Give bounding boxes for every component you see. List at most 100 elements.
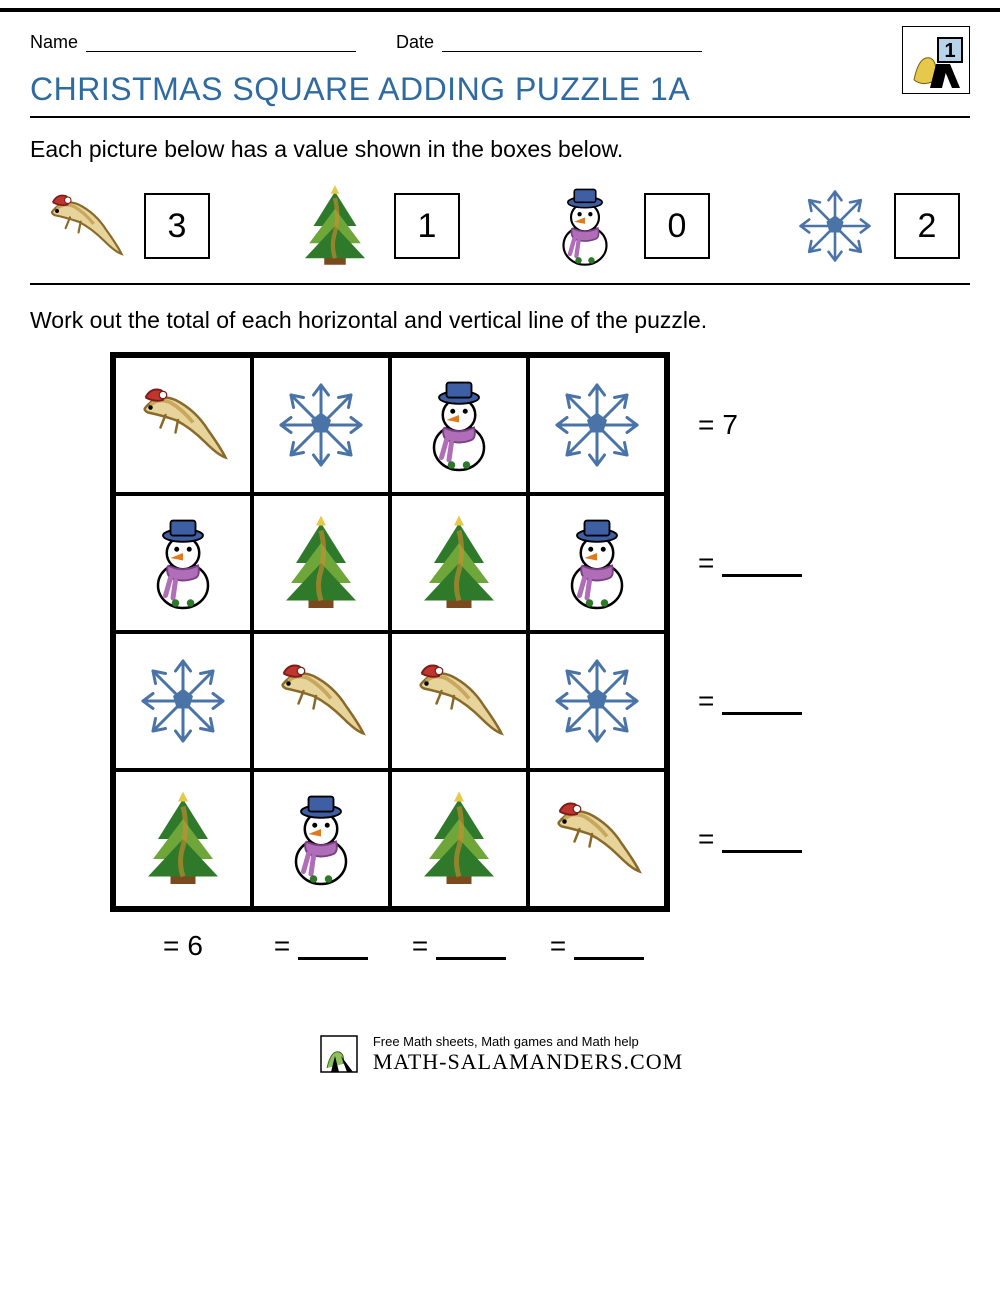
worksheet-page: Name Date 1 CHRISTMAS SQUARE ADDING PUZZ… bbox=[0, 12, 1000, 1096]
legend-value-box: 0 bbox=[644, 193, 710, 259]
grid-cell bbox=[390, 770, 528, 908]
col-answer: = bbox=[390, 930, 528, 962]
col-answer: = bbox=[252, 930, 390, 962]
row-answer: = bbox=[670, 494, 802, 632]
puzzle-area: = 7= = = = 6= = = bbox=[110, 352, 970, 962]
header-row: Name Date 1 bbox=[30, 32, 970, 53]
legend-icon-wrap bbox=[790, 181, 880, 271]
grid-cell bbox=[252, 632, 390, 770]
grid-cell bbox=[114, 770, 252, 908]
row-answer-blank[interactable] bbox=[722, 687, 802, 715]
grade-number: 1 bbox=[944, 40, 955, 62]
tree-icon bbox=[292, 183, 378, 269]
grid-cell bbox=[252, 494, 390, 632]
salamander-icon bbox=[409, 651, 509, 751]
instruction-1: Each picture below has a value shown in … bbox=[30, 136, 970, 163]
row-answer-value: 7 bbox=[722, 409, 738, 441]
date-label: Date bbox=[396, 32, 434, 53]
row-answer-blank[interactable] bbox=[722, 825, 802, 853]
salamander-icon bbox=[133, 375, 233, 475]
equals-sign: = bbox=[698, 409, 714, 441]
salamander-icon bbox=[547, 789, 647, 889]
grade-badge: 1 bbox=[902, 26, 970, 94]
page-title: CHRISTMAS SQUARE ADDING PUZZLE 1A bbox=[30, 71, 970, 108]
tree-icon bbox=[133, 789, 233, 889]
grid-cell bbox=[528, 356, 666, 494]
legend-rule bbox=[30, 283, 970, 285]
row-answer: = bbox=[670, 632, 802, 770]
col-answer: = bbox=[528, 930, 666, 962]
grid-cell bbox=[390, 494, 528, 632]
legend-item: 3 bbox=[40, 181, 210, 271]
legend-item: 2 bbox=[790, 181, 960, 271]
snowman-icon bbox=[547, 513, 647, 613]
equals-sign: = bbox=[550, 930, 566, 962]
tree-icon bbox=[409, 789, 509, 889]
salamander-icon bbox=[42, 183, 128, 269]
date-blank[interactable] bbox=[442, 33, 702, 53]
grid-cell bbox=[252, 356, 390, 494]
legend-item: 0 bbox=[540, 181, 710, 271]
col-answer-value: 6 bbox=[187, 930, 203, 962]
grid-cell bbox=[528, 632, 666, 770]
row-answer-blank[interactable] bbox=[722, 549, 802, 577]
legend-value: 2 bbox=[918, 207, 937, 246]
instruction-2: Work out the total of each horizontal an… bbox=[30, 307, 970, 334]
grid-cell bbox=[114, 494, 252, 632]
legend-value-box: 3 bbox=[144, 193, 210, 259]
row-answers: = 7= = = bbox=[670, 356, 802, 908]
legend-icon-wrap bbox=[290, 181, 380, 271]
name-label: Name bbox=[30, 32, 78, 53]
equals-sign: = bbox=[412, 930, 428, 962]
legend-value-box: 1 bbox=[394, 193, 460, 259]
footer: Free Math sheets, Math games and Math he… bbox=[30, 1032, 970, 1076]
equals-sign: = bbox=[698, 685, 714, 717]
grid-cell bbox=[114, 356, 252, 494]
snowflake-icon bbox=[271, 375, 371, 475]
legend-icon-wrap bbox=[40, 181, 130, 271]
grid-cell bbox=[390, 356, 528, 494]
grid-cell bbox=[252, 770, 390, 908]
col-answers: = 6= = = bbox=[114, 930, 666, 962]
title-rule bbox=[30, 116, 970, 118]
col-answer-blank[interactable] bbox=[574, 932, 644, 960]
snowflake-icon bbox=[547, 375, 647, 475]
legend-item: 1 bbox=[290, 181, 460, 271]
col-answer-blank[interactable] bbox=[298, 932, 368, 960]
legend-value: 3 bbox=[168, 207, 187, 246]
grid-row-wrap: = 7= = = bbox=[110, 352, 802, 912]
equals-sign: = bbox=[698, 547, 714, 579]
row-answer: = 7 bbox=[670, 356, 802, 494]
legend-value-box: 2 bbox=[894, 193, 960, 259]
legend-value: 1 bbox=[418, 207, 437, 246]
salamander-icon bbox=[271, 651, 371, 751]
tree-icon bbox=[271, 513, 371, 613]
grid-cell bbox=[528, 770, 666, 908]
legend-icon-wrap bbox=[540, 181, 630, 271]
equals-sign: = bbox=[274, 930, 290, 962]
snowflake-icon bbox=[792, 183, 878, 269]
snowflake-icon bbox=[133, 651, 233, 751]
footer-logo-icon bbox=[317, 1032, 361, 1076]
salamander-logo-icon: 1 bbox=[906, 30, 966, 90]
col-answer: = 6 bbox=[114, 930, 252, 962]
footer-brand: MATH-SALAMANDERS.COM bbox=[373, 1049, 683, 1075]
legend-value: 0 bbox=[668, 207, 687, 246]
name-blank[interactable] bbox=[86, 33, 356, 53]
grid-cell bbox=[528, 494, 666, 632]
equals-sign: = bbox=[163, 930, 179, 962]
snowflake-icon bbox=[547, 651, 647, 751]
snowman-icon bbox=[133, 513, 233, 613]
snowman-icon bbox=[271, 789, 371, 889]
legend-row: 3 1 0 2 bbox=[30, 181, 970, 271]
col-answer-blank[interactable] bbox=[436, 932, 506, 960]
snowman-icon bbox=[409, 375, 509, 475]
name-field: Name bbox=[30, 32, 356, 53]
row-answer: = bbox=[670, 770, 802, 908]
tree-icon bbox=[409, 513, 509, 613]
puzzle-grid bbox=[110, 352, 670, 912]
grid-cell bbox=[390, 632, 528, 770]
snowman-icon bbox=[542, 183, 628, 269]
footer-text-wrap: Free Math sheets, Math games and Math he… bbox=[373, 1034, 683, 1075]
date-field: Date bbox=[396, 32, 702, 53]
